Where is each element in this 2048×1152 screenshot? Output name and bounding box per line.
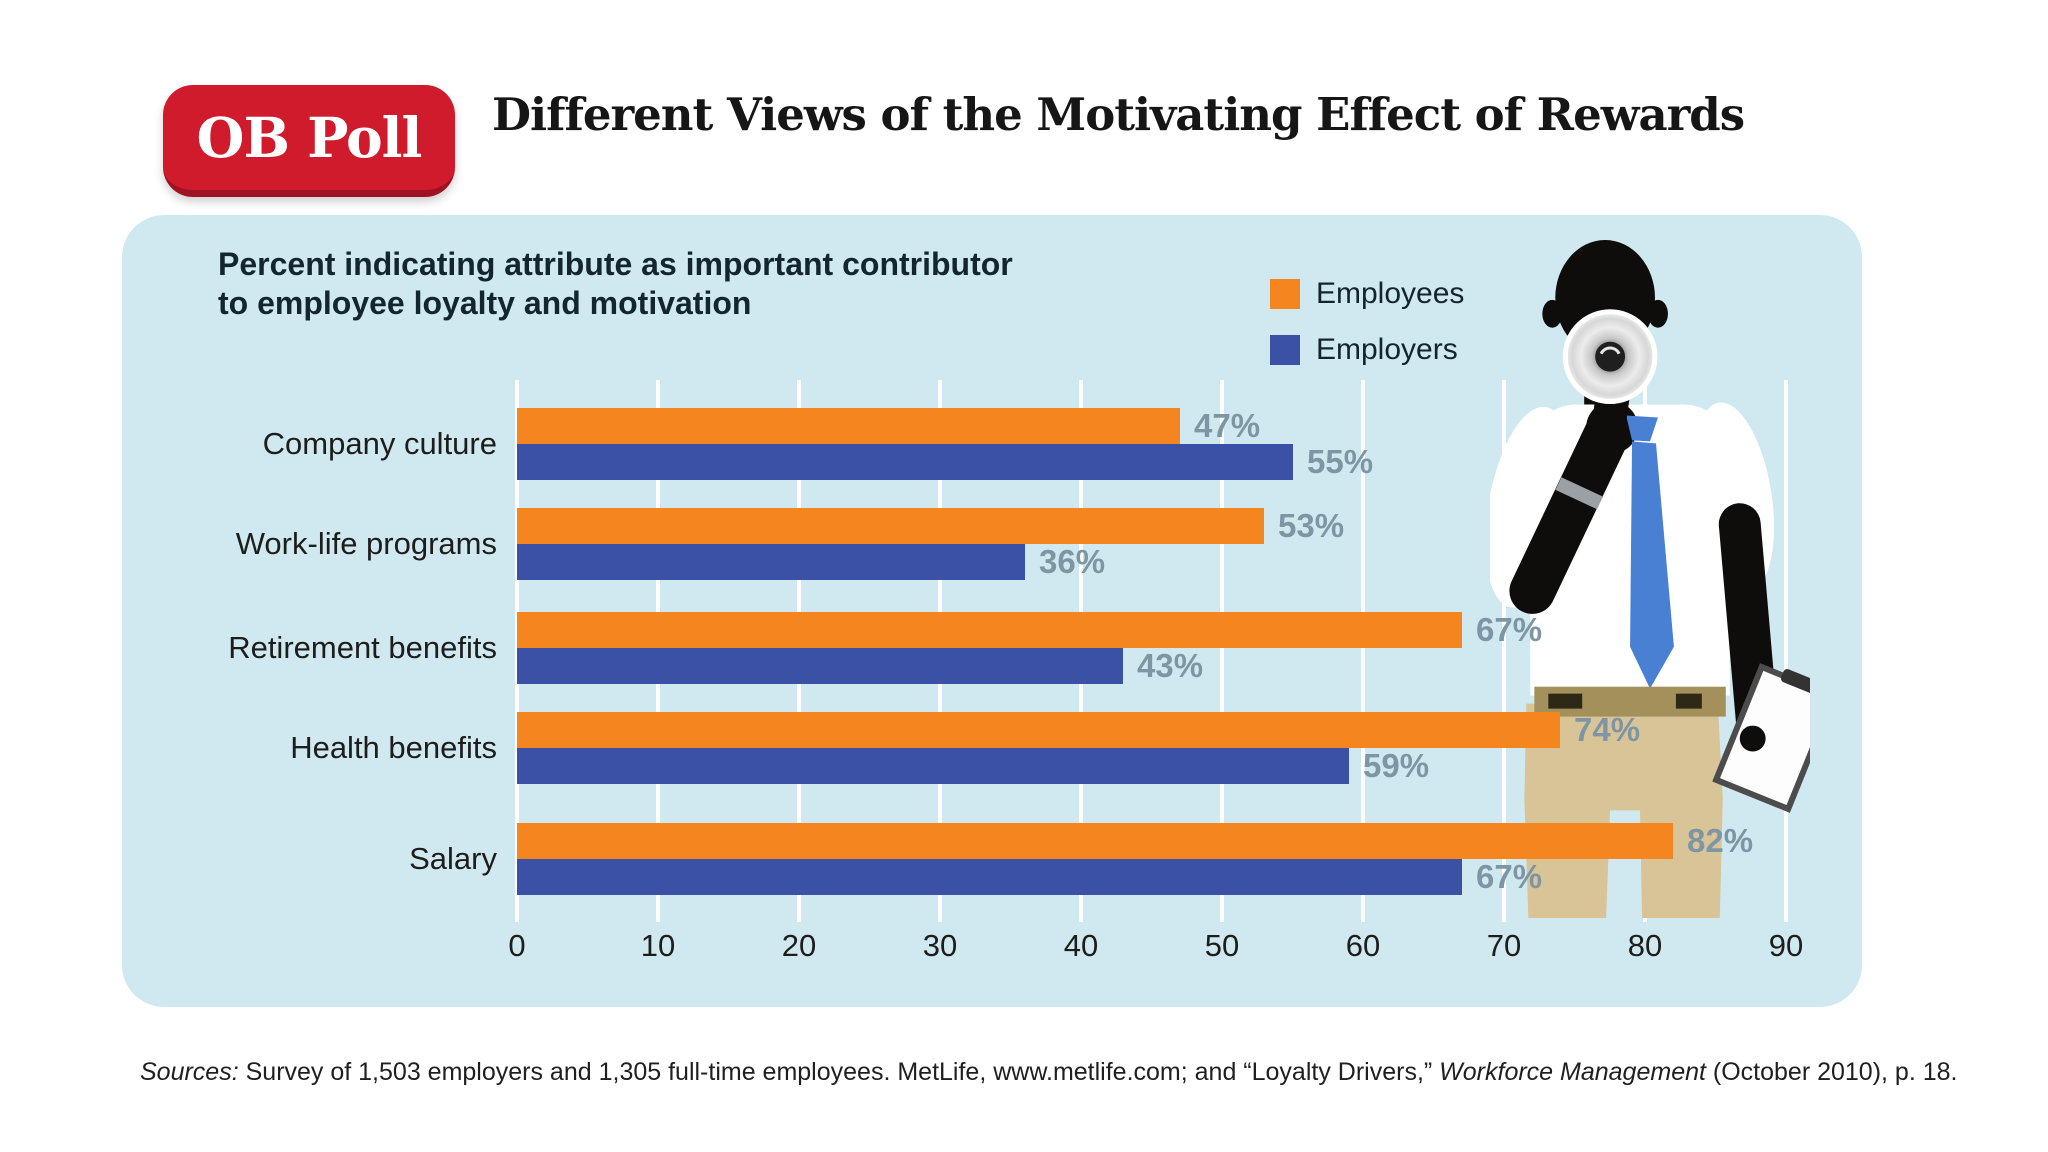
plot-area: 0 10 20 30 40 50 60 70 80 90 47% 55% 53% 36% 67% 43% 74%…	[508, 380, 1857, 963]
category-label: Salary	[409, 841, 497, 876]
x-tick-label: 40	[1063, 928, 1099, 963]
bar-employees	[517, 712, 1560, 748]
bar-employers	[517, 648, 1123, 684]
source-text-2: (October 2010), p. 18.	[1705, 1058, 1958, 1086]
bar-value-label: 47%	[1194, 407, 1261, 444]
ob-poll-badge: OB Poll	[163, 85, 455, 197]
employees-swatch-icon	[1270, 279, 1300, 309]
category-label: Retirement benefits	[228, 630, 497, 665]
source-journal: Workforce Management	[1439, 1058, 1706, 1086]
legend-label-employers: Employers	[1316, 333, 1458, 366]
category-label: Work-life programs	[235, 526, 497, 561]
source-label: Sources:	[140, 1058, 246, 1086]
x-tick-label: 30	[922, 928, 958, 963]
legend-row-employers: Employers	[1270, 333, 1464, 367]
x-tick-label: 50	[1204, 928, 1240, 963]
chart-subtitle-line1: Percent indicating attribute as importan…	[218, 246, 1013, 282]
employers-swatch-icon	[1270, 335, 1300, 365]
chart-legend: Employees Employers	[1270, 277, 1464, 367]
bar-employees	[517, 823, 1673, 859]
bar-value-label: 53%	[1278, 507, 1345, 544]
gridline	[1361, 380, 1365, 922]
source-text-1: Survey of 1,503 employers and 1,305 full…	[245, 1058, 1440, 1086]
x-tick-label: 20	[781, 928, 817, 963]
bar-value-label: 67%	[1476, 611, 1543, 648]
x-tick-label: 80	[1627, 928, 1663, 963]
x-tick-label: 60	[1345, 928, 1381, 963]
x-tick-label: 10	[640, 928, 676, 963]
chart-subtitle-line2: to employee loyalty and motivation	[218, 285, 752, 321]
ob-poll-badge-label: OB Poll	[196, 105, 423, 170]
category-label: Company culture	[262, 426, 497, 461]
bar-employees	[517, 508, 1264, 544]
bar-value-label: 82%	[1687, 822, 1754, 859]
announcer-illustration	[1490, 240, 1810, 918]
bar-value-label: 59%	[1363, 747, 1430, 784]
bar-value-label: 55%	[1307, 443, 1374, 480]
chart-panel: Percent indicating attribute as importan…	[122, 215, 1862, 1007]
gridline	[1784, 380, 1788, 922]
bar-employees	[517, 612, 1462, 648]
x-tick-label: 0	[508, 928, 526, 963]
bar-employers	[517, 544, 1025, 580]
bar-value-label: 67%	[1476, 858, 1543, 895]
bar-employers	[517, 859, 1462, 895]
x-tick-label: 70	[1486, 928, 1522, 963]
category-label: Health benefits	[290, 730, 497, 765]
page-title: Different Views of the Motivating Effect…	[492, 88, 1745, 141]
gridline	[1220, 380, 1224, 922]
bar-employees	[517, 408, 1180, 444]
legend-label-employees: Employees	[1316, 277, 1465, 310]
bar-value-label: 36%	[1039, 543, 1106, 580]
bar-value-label: 43%	[1137, 647, 1204, 684]
bar-employers	[517, 444, 1293, 480]
bar-employers	[517, 748, 1349, 784]
source-note: Sources: Survey of 1,503 employers and 1…	[140, 1058, 1957, 1087]
bar-value-label: 74%	[1574, 711, 1641, 748]
gridline	[1502, 380, 1506, 922]
chart-subtitle: Percent indicating attribute as importan…	[218, 245, 1118, 323]
legend-row-employees: Employees	[1270, 277, 1464, 311]
x-tick-label: 90	[1768, 928, 1804, 963]
